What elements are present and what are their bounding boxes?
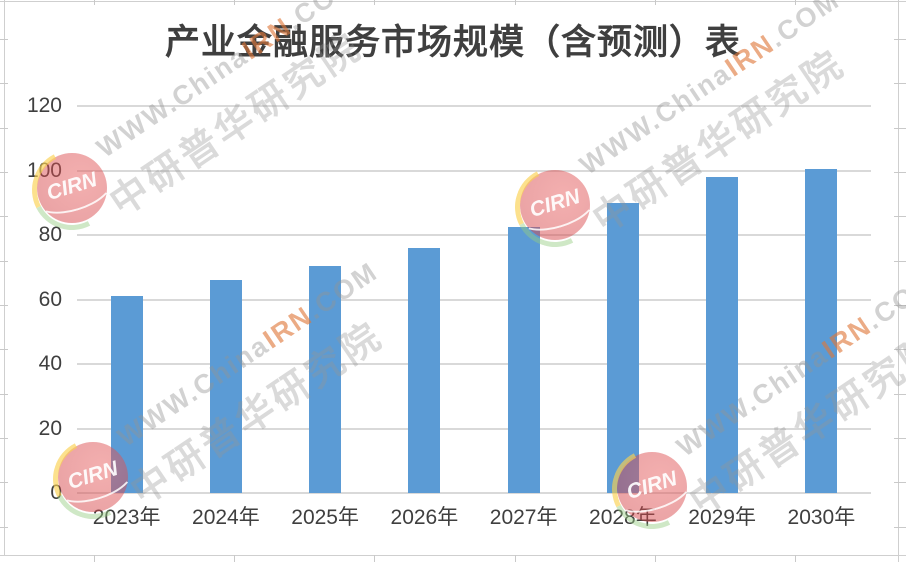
x-axis-tick-label: 2023年 xyxy=(92,506,161,529)
sheet-row-stub xyxy=(0,83,8,84)
cirn-logo-text: CIRN xyxy=(526,185,583,223)
sheet-col-stub xyxy=(234,555,235,562)
sheet-col-stub xyxy=(515,0,516,5)
watermark-url-text: WWW.ChinaIRN.COM xyxy=(112,256,383,453)
sheet-row-stub xyxy=(0,39,8,40)
bar-2028年 xyxy=(606,202,639,493)
sheet-row-stub xyxy=(894,261,906,262)
x-axis-tick-label: 2026年 xyxy=(390,506,459,529)
y-axis-tick-label: 80 xyxy=(38,223,62,246)
sheet-row-stub xyxy=(0,128,8,129)
sheet-row-stub xyxy=(894,349,906,350)
y-gridline xyxy=(77,492,871,494)
x-axis-tick-label: 2024年 xyxy=(192,506,260,529)
watermark-url-part: .COM xyxy=(860,266,906,336)
y-gridline xyxy=(77,169,871,172)
y-axis-tick-label: 0 xyxy=(50,481,62,504)
sheet-row-stub xyxy=(894,39,906,40)
x-axis-tick-label: 2028年 xyxy=(589,506,657,529)
sheet-col-stub xyxy=(94,0,95,5)
sheet-row-stub xyxy=(894,216,906,217)
sheet-col-line-right xyxy=(898,0,899,562)
sheet-col-stub xyxy=(374,0,375,5)
sheet-col-line-left xyxy=(4,0,5,556)
sheet-col-stub xyxy=(374,555,375,562)
sheet-row-stub xyxy=(894,172,906,173)
y-gridline xyxy=(77,363,871,365)
bar-2025年 xyxy=(309,265,342,493)
sheet-row-stub xyxy=(0,394,8,395)
bar-2026年 xyxy=(408,247,441,493)
sheet-row-stub xyxy=(0,527,8,528)
sheet-row-stub xyxy=(0,482,8,483)
y-gridline xyxy=(77,105,871,107)
sheet-row-stub xyxy=(0,438,8,439)
sheet-col-stub xyxy=(655,555,656,562)
y-gridline xyxy=(77,298,871,301)
sheet-row-stub xyxy=(894,128,906,129)
watermark-url-part: WWW.China xyxy=(574,57,737,181)
sheet-row-stub xyxy=(0,216,8,217)
y-axis-tick-label: 40 xyxy=(38,352,62,375)
bar-2024年 xyxy=(209,280,242,493)
x-axis-tick-label: 2025年 xyxy=(291,506,359,529)
watermark-cn-text: 中研普华研究院 xyxy=(123,314,392,514)
sheet-row-stub xyxy=(894,527,906,528)
x-axis-tick-label: 2027年 xyxy=(489,506,558,529)
y-gridline xyxy=(77,427,871,430)
sheet-row-stub xyxy=(0,305,8,306)
chart-title: 产业金融服务市场规模（含预测）表 xyxy=(164,23,741,62)
sheet-col-stub xyxy=(795,0,796,5)
sheet-row-line-bottom xyxy=(0,555,906,556)
sheet-col-stub xyxy=(515,555,516,562)
sheet-row-stub xyxy=(894,482,906,483)
y-axis-tick-label: 120 xyxy=(26,94,62,117)
x-axis-tick-label: 2030年 xyxy=(787,506,856,529)
sheet-row-stub xyxy=(0,172,8,173)
sheet-col-stub xyxy=(655,0,656,5)
sheet-col-stub xyxy=(234,0,235,5)
y-axis-tick-label: 20 xyxy=(38,416,62,440)
sheet-row-stub xyxy=(0,261,8,262)
sheet-row-line-top xyxy=(0,1,906,2)
bar-2030年 xyxy=(805,168,838,493)
sheet-row-stub xyxy=(894,305,906,306)
sheet-col-stub xyxy=(94,555,95,562)
sheet-col-stub xyxy=(795,555,796,562)
sheet-row-stub xyxy=(894,438,906,439)
bar-2027年 xyxy=(507,226,540,493)
bar-2023年 xyxy=(110,296,143,493)
y-axis-tick-label: 60 xyxy=(38,287,62,311)
y-axis-tick-label: 100 xyxy=(26,158,62,182)
y-gridline xyxy=(77,234,871,236)
bar-2029年 xyxy=(706,176,739,493)
sheet-row-stub xyxy=(894,83,906,84)
sheet-row-stub xyxy=(894,394,906,395)
x-axis-tick-label: 2029年 xyxy=(688,506,756,529)
sheet-row-stub xyxy=(0,349,8,350)
